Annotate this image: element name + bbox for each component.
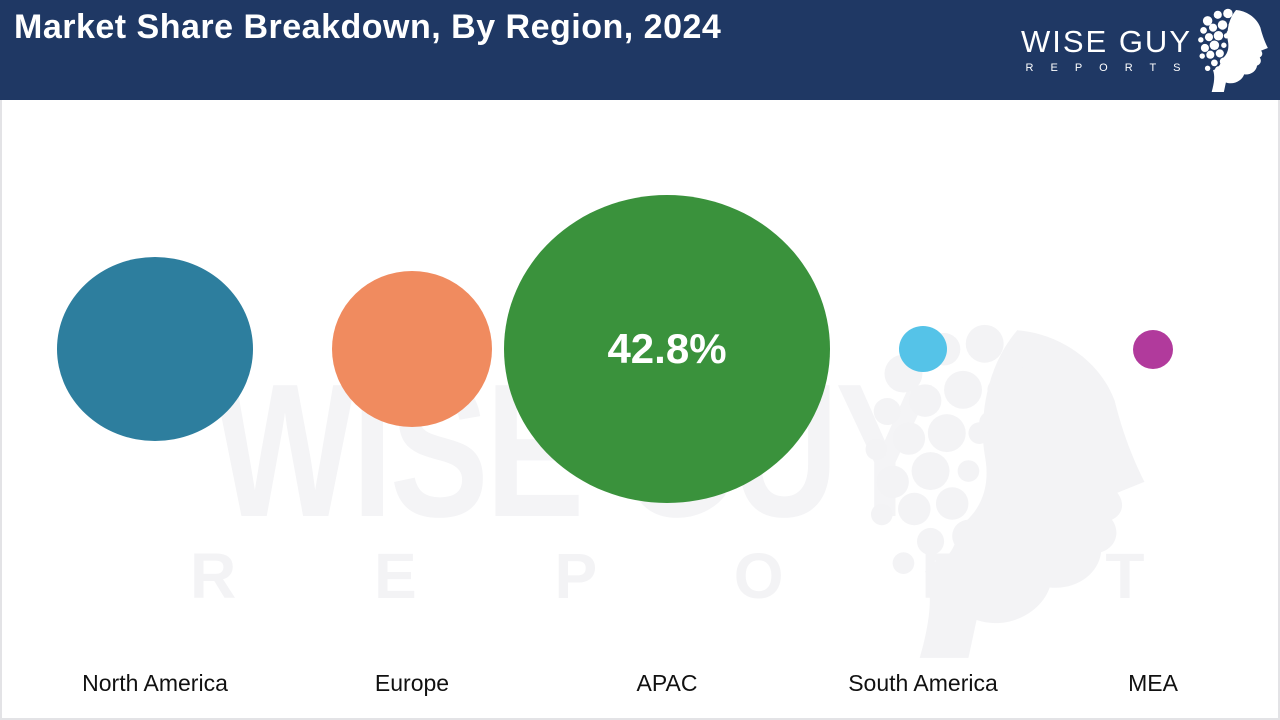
page-title: Market Share Breakdown, By Region, 2024 (14, 8, 722, 46)
brand-wordmark: WISE GUY R E P O R T S (1021, 26, 1192, 74)
category-label-north-america: North America (82, 670, 228, 696)
bubble-mea (1133, 329, 1173, 369)
brand-name: WISE GUY (1020, 24, 1192, 60)
header: Market Share Breakdown, By Region, 2024 … (0, 0, 1280, 100)
bubble-value-label: 42.8% (607, 325, 727, 372)
bubble-europe (332, 271, 492, 427)
category-label-apac: APAC (636, 670, 698, 696)
brand-subtitle: R E P O R T S (1025, 61, 1188, 74)
bubble-north-america (57, 257, 253, 441)
category-label-mea: MEA (1128, 670, 1178, 696)
bubble-apac: 42.8% (504, 195, 830, 503)
brand-head-icon (1198, 8, 1268, 92)
watermark-head-icon (865, 324, 1145, 658)
category-label-south-america: South America (848, 670, 998, 696)
bubble-chart: WISE GUY R E P O R T S North AmericaEuro… (0, 100, 1280, 720)
brand-logo: WISE GUY R E P O R T S (1021, 4, 1272, 96)
bubble-south-america (899, 326, 947, 372)
category-label-europe: Europe (374, 670, 450, 696)
